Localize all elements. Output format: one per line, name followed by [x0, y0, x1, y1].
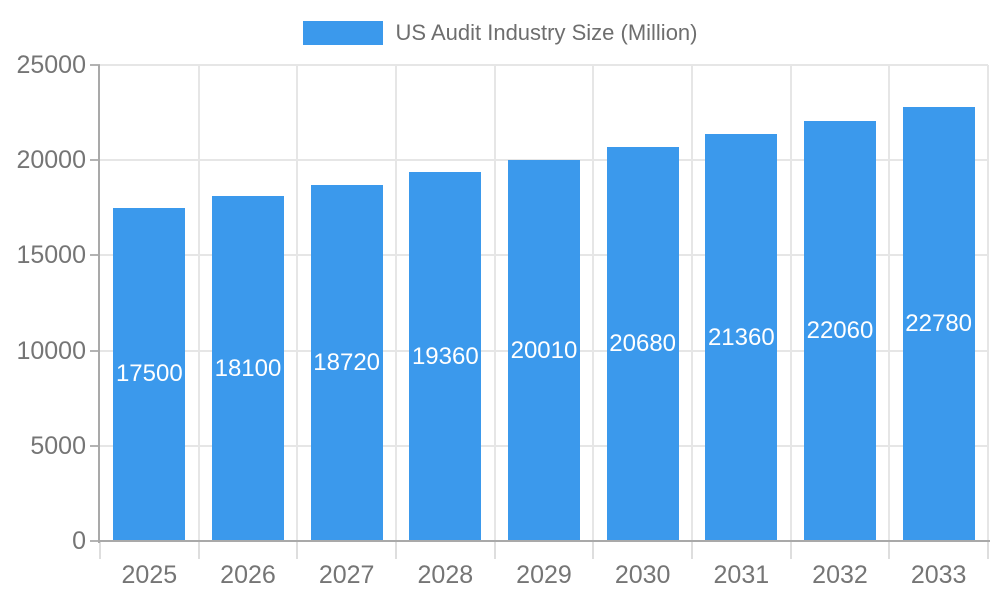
bar-value-label: 17500 [115, 360, 183, 388]
bar-value-label: 18720 [313, 348, 381, 376]
bar-value-label: 18100 [214, 354, 282, 382]
y-axis-tick [90, 254, 100, 257]
y-axis-tick [90, 64, 100, 66]
bar-value-label: 21360 [707, 323, 775, 351]
bar-value-label: 22780 [905, 310, 973, 338]
x-axis-tick [592, 541, 595, 559]
y-axis-label: 25000 [16, 51, 86, 79]
gridline-v [789, 65, 792, 541]
bar [804, 120, 876, 541]
x-axis-label: 2028 [417, 561, 474, 589]
gridline-v [493, 65, 496, 541]
y-axis-label: 15000 [16, 241, 86, 270]
y-axis-tick [90, 159, 100, 162]
bar-value-label: 19360 [411, 342, 479, 370]
legend-label: US Audit Industry Size (Million) [395, 20, 698, 45]
gridline-v [197, 65, 200, 541]
y-axis-label: 0 [72, 527, 86, 555]
x-axis-label: 2033 [910, 561, 967, 589]
bar-value-label: 20010 [510, 336, 578, 364]
x-axis-label: 2030 [614, 561, 671, 589]
bar [606, 147, 679, 541]
gridline-h [100, 64, 988, 66]
x-axis-label: 2031 [713, 561, 770, 589]
bar [705, 134, 778, 541]
x-axis-tick [99, 541, 101, 559]
gridline-v [987, 65, 989, 541]
y-axis-label: 10000 [16, 336, 86, 365]
x-axis-tick [987, 541, 989, 559]
y-axis-tick [90, 349, 100, 352]
x-axis-tick [493, 541, 496, 559]
x-axis-line [98, 540, 990, 542]
y-axis-line [98, 65, 100, 543]
bar [508, 160, 580, 541]
x-axis-label: 2032 [812, 561, 868, 589]
x-axis-tick [789, 541, 792, 559]
bar [310, 184, 383, 541]
y-axis-label: 5000 [30, 431, 86, 460]
x-axis-tick [395, 541, 397, 559]
gridline-v [296, 65, 299, 541]
bar-value-label: 20680 [609, 330, 677, 358]
legend-swatch [302, 21, 383, 45]
legend: US Audit Industry Size (Million) [0, 18, 1000, 48]
legend-item[interactable]: US Audit Industry Size (Million) [302, 20, 698, 46]
x-axis-label: 2025 [121, 561, 178, 589]
bar-value-label: 22060 [806, 316, 874, 344]
gridline-v [691, 65, 693, 541]
x-axis-tick [296, 541, 299, 559]
bar [113, 207, 186, 541]
x-axis-label: 2029 [516, 561, 572, 589]
y-axis-tick [90, 540, 100, 542]
bar [212, 196, 284, 541]
y-axis-label: 20000 [16, 146, 86, 175]
bar [902, 107, 975, 541]
gridline-v [888, 65, 891, 541]
gridline-v [592, 65, 595, 541]
x-axis-label: 2026 [220, 561, 276, 589]
x-axis-tick [888, 541, 891, 559]
x-axis-label: 2027 [318, 561, 375, 589]
x-axis-tick [691, 541, 693, 559]
x-axis-tick [197, 541, 200, 559]
bar [409, 172, 482, 541]
gridline-v [395, 65, 397, 541]
y-axis-tick [90, 444, 100, 447]
